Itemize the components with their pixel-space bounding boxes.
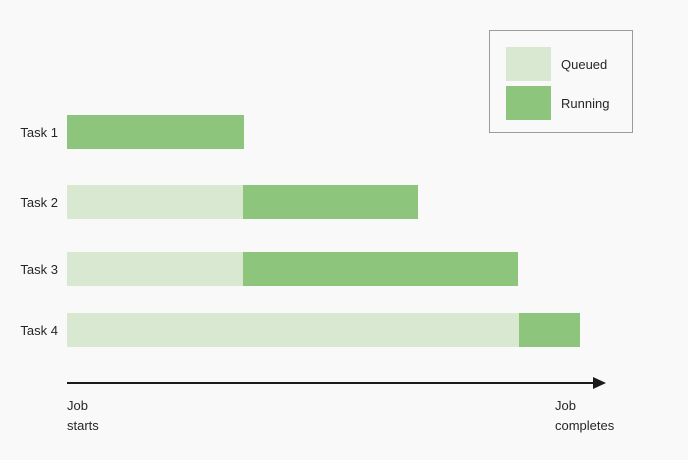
legend-label-queued: Queued [561, 56, 608, 72]
task-track [67, 313, 605, 347]
time-axis-line [67, 382, 595, 384]
task-row: Task 4 [0, 313, 688, 347]
axis-label-job-completes-line1: Job [555, 398, 576, 413]
axis-label-job-starts-line2: starts [67, 418, 99, 433]
running-swatch [506, 86, 551, 120]
legend-label-running: Running [561, 95, 610, 111]
queued-swatch [506, 47, 551, 81]
segment-queued [67, 252, 243, 286]
task-label: Task 2 [20, 194, 58, 210]
task-row: Task 3 [0, 252, 688, 286]
segment-queued [67, 313, 519, 347]
time-axis-arrowhead-icon [593, 377, 606, 389]
task-track [67, 185, 605, 219]
legend-item-running: Running [506, 86, 632, 120]
task-row: Task 2 [0, 185, 688, 219]
axis-label-job-starts: Job starts [67, 396, 99, 436]
task-label: Task 1 [20, 124, 58, 140]
segment-running [242, 185, 418, 219]
legend-item-queued: Queued [506, 47, 632, 81]
segment-running [242, 252, 518, 286]
segment-running [518, 313, 581, 347]
segment-queued [67, 185, 243, 219]
segment-running [67, 115, 244, 149]
task-row: Task 1 [0, 115, 688, 149]
legend: Queued Running [489, 30, 633, 133]
task-track [67, 115, 605, 149]
task-label: Task 3 [20, 261, 58, 277]
task-label: Task 4 [20, 322, 58, 338]
axis-label-job-starts-line1: Job [67, 398, 88, 413]
axis-label-job-completes: Job completes [555, 396, 614, 436]
axis-label-job-completes-line2: completes [555, 418, 615, 433]
task-track [67, 252, 605, 286]
